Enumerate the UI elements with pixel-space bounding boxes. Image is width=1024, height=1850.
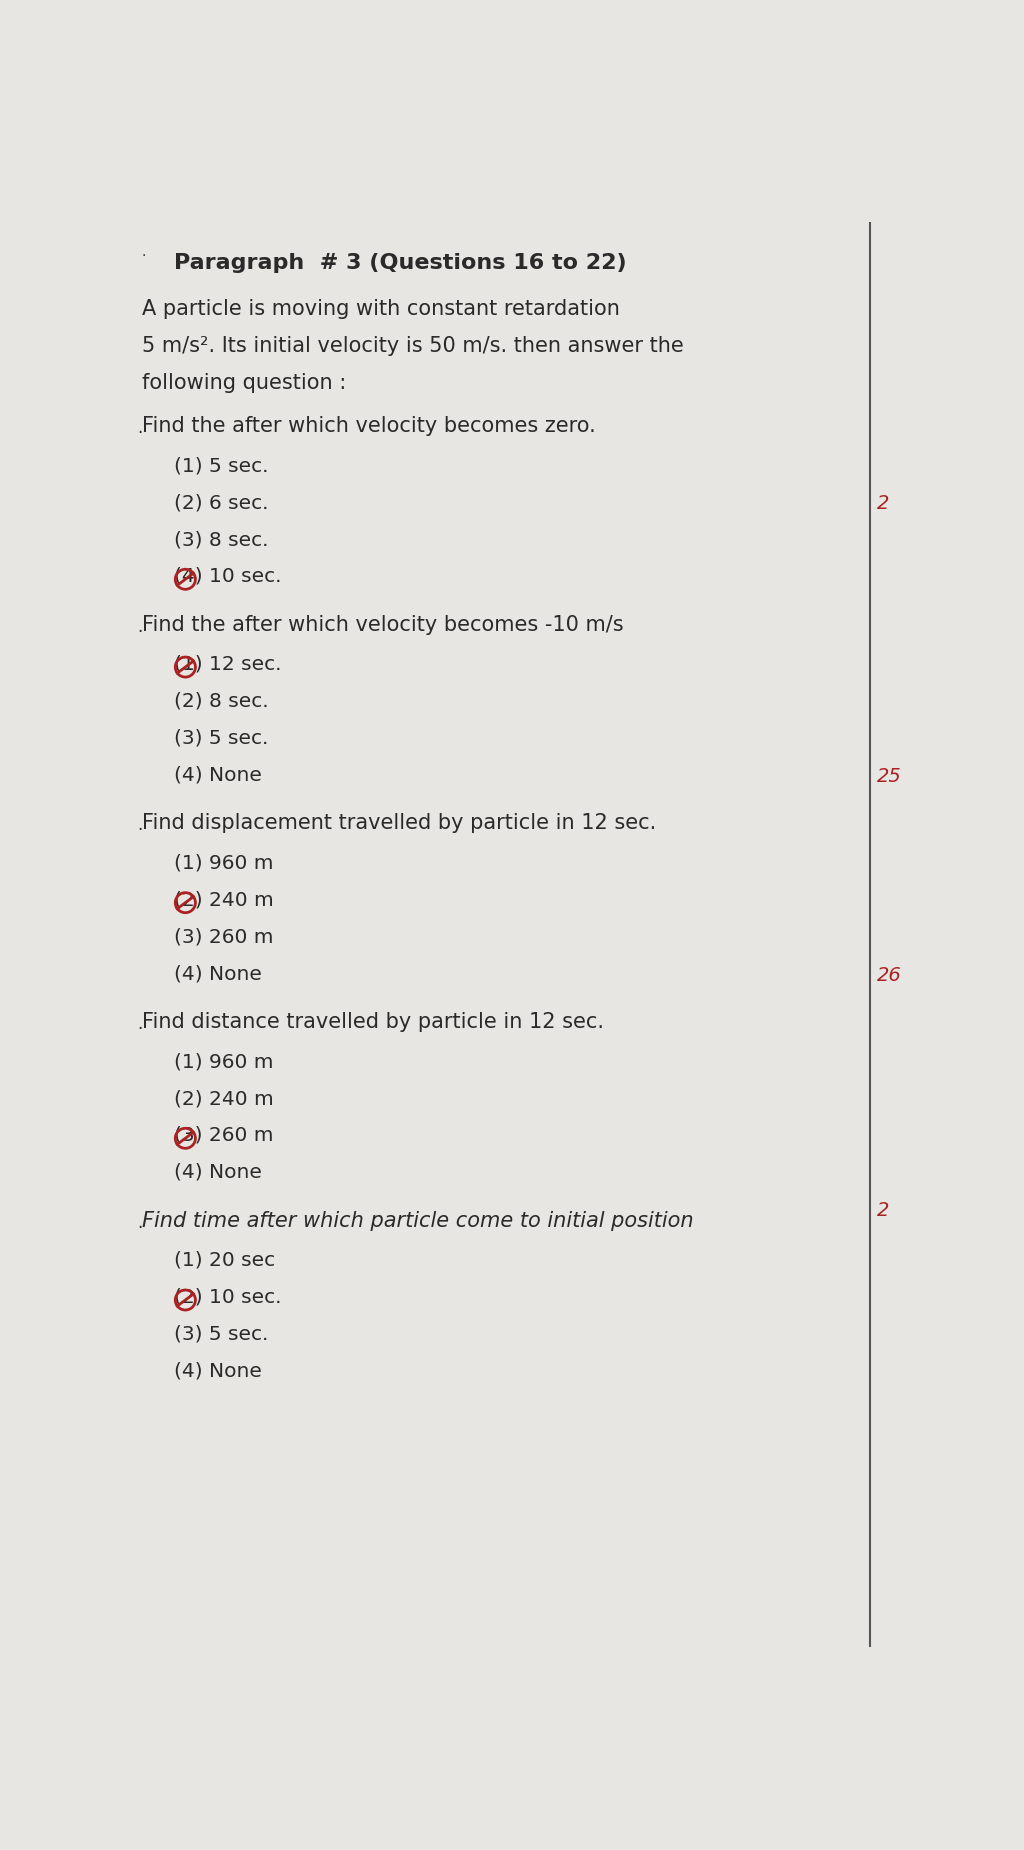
Text: (3) 260 m: (3) 260 m bbox=[174, 927, 274, 947]
Text: (1) 20 sec: (1) 20 sec bbox=[174, 1251, 275, 1269]
Text: Find displacement travelled by particle in 12 sec.: Find displacement travelled by particle … bbox=[142, 814, 656, 832]
Text: (2) 6 sec.: (2) 6 sec. bbox=[174, 494, 269, 512]
Text: 5 m/s². Its initial velocity is 50 m/s. then answer the: 5 m/s². Its initial velocity is 50 m/s. … bbox=[142, 337, 684, 355]
Text: (2) 240 m: (2) 240 m bbox=[174, 890, 274, 910]
Text: Find the after which velocity becomes zero.: Find the after which velocity becomes ze… bbox=[142, 416, 596, 437]
Text: .: . bbox=[142, 244, 146, 259]
Text: A particle is moving with constant retardation: A particle is moving with constant retar… bbox=[142, 300, 620, 318]
Text: (4) None: (4) None bbox=[174, 964, 262, 984]
Text: (3) 5 sec.: (3) 5 sec. bbox=[174, 1325, 269, 1343]
Text: .: . bbox=[137, 816, 142, 834]
Text: (4) None: (4) None bbox=[174, 766, 262, 784]
Text: .: . bbox=[137, 1016, 142, 1032]
Text: (1) 5 sec.: (1) 5 sec. bbox=[174, 457, 269, 475]
Text: (1) 960 m: (1) 960 m bbox=[174, 853, 274, 873]
Text: (4) 10 sec.: (4) 10 sec. bbox=[174, 566, 282, 586]
Text: .: . bbox=[137, 1214, 142, 1232]
Text: Find the after which velocity becomes -10 m/s: Find the after which velocity becomes -1… bbox=[142, 614, 624, 635]
Text: (4) None: (4) None bbox=[174, 1164, 262, 1182]
Text: 2: 2 bbox=[877, 494, 889, 512]
Text: 2: 2 bbox=[877, 1201, 889, 1221]
Text: (2) 10 sec.: (2) 10 sec. bbox=[174, 1288, 282, 1306]
Text: (4) None: (4) None bbox=[174, 1362, 262, 1380]
Text: (2) 240 m: (2) 240 m bbox=[174, 1090, 274, 1108]
Text: (1) 960 m: (1) 960 m bbox=[174, 1053, 274, 1071]
Text: (3) 8 sec.: (3) 8 sec. bbox=[174, 529, 269, 549]
Text: .: . bbox=[137, 618, 142, 636]
Text: (1) 12 sec.: (1) 12 sec. bbox=[174, 655, 282, 673]
Text: 25: 25 bbox=[877, 768, 901, 786]
Text: Find time after which particle come to initial position: Find time after which particle come to i… bbox=[142, 1210, 693, 1230]
Text: (2) 8 sec.: (2) 8 sec. bbox=[174, 692, 269, 710]
Text: (3) 5 sec.: (3) 5 sec. bbox=[174, 729, 269, 747]
Text: following question :: following question : bbox=[142, 374, 346, 392]
Text: Find distance travelled by particle in 12 sec.: Find distance travelled by particle in 1… bbox=[142, 1012, 604, 1032]
Text: Paragraph  # 3 (Questions 16 to 22): Paragraph # 3 (Questions 16 to 22) bbox=[174, 253, 627, 272]
Text: (3) 260 m: (3) 260 m bbox=[174, 1127, 274, 1145]
Text: .: . bbox=[137, 420, 142, 437]
Text: 26: 26 bbox=[877, 966, 901, 984]
